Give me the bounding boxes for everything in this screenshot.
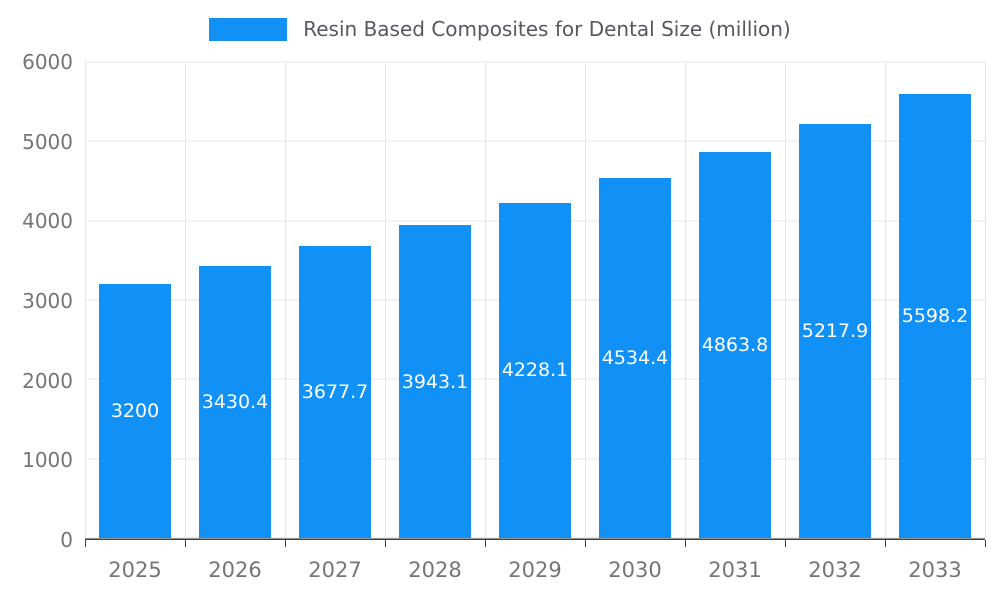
bar-slot: 4534.4	[585, 62, 685, 538]
bar-2033[interactable]: 5598.2	[899, 93, 971, 538]
bar-2026[interactable]: 3430.4	[199, 265, 271, 538]
bar-slot: 4228.1	[485, 62, 585, 538]
y-axis-label: 2000	[22, 368, 73, 393]
bar-value-label: 3677.7	[301, 381, 369, 404]
bar-2029[interactable]: 4228.1	[499, 202, 571, 538]
v-gridline	[885, 62, 886, 538]
bar-2028[interactable]: 3943.1	[399, 225, 471, 538]
legend-swatch	[209, 17, 288, 41]
x-tick-mark	[684, 540, 686, 547]
y-axis-label: 0	[60, 528, 73, 552]
x-axis-label: 2026	[208, 558, 262, 582]
bar-2032[interactable]: 5217.9	[799, 124, 871, 538]
bar-slot: 4863.8	[685, 62, 785, 538]
x-axis-label: 2033	[908, 558, 962, 582]
bar-value-label: 4534.4	[601, 347, 669, 370]
bar-2031[interactable]: 4863.8	[699, 152, 771, 538]
bars: 3200 3430.4 3677.7 3943.1 4228.1 4534.4 4863.8…	[85, 62, 985, 538]
x-axis-label: 2025	[108, 558, 162, 582]
v-gridline	[85, 62, 86, 538]
v-gridline	[785, 62, 786, 538]
x-tick-mark	[185, 540, 186, 547]
v-gridline	[185, 62, 186, 538]
x-axis-label: 2031	[708, 558, 762, 582]
x-axis-label: 2028	[408, 558, 462, 582]
y-axis-label: 6000	[22, 50, 73, 74]
h-gridline	[85, 61, 985, 63]
y-axis-label: 3000	[22, 289, 73, 313]
x-tick-mark	[885, 540, 886, 547]
x-tick-mark	[985, 540, 986, 547]
x-tick-mark	[785, 540, 786, 547]
bar-value-label: 3943.1	[401, 370, 469, 393]
bar-value-label: 4228.1	[501, 359, 569, 382]
x-tick-mark	[485, 540, 486, 547]
x-ticks	[85, 540, 986, 548]
x-axis-label: 2030	[608, 558, 662, 582]
x-tick-mark	[384, 540, 386, 547]
bar-value-label: 5217.9	[801, 320, 869, 343]
v-gridline	[384, 62, 386, 538]
x-tick-mark	[585, 540, 586, 547]
bar-slot: 3677.7	[285, 62, 385, 538]
v-gridline	[285, 62, 286, 538]
v-gridline	[585, 62, 586, 538]
bar-value-label: 4863.8	[701, 334, 769, 357]
x-axis-label: 2029	[508, 558, 562, 582]
bar-slot: 5598.2	[885, 62, 985, 538]
v-gridline	[684, 62, 686, 538]
x-axis-label: 2032	[808, 558, 862, 582]
y-axis-label: 4000	[22, 209, 73, 234]
bar-2025[interactable]: 3200	[99, 284, 171, 538]
bar-value-label: 3430.4	[201, 390, 269, 413]
y-axis-label: 5000	[22, 129, 73, 154]
bar-slot: 3943.1	[385, 62, 485, 538]
x-axis: 2025 2026 2027 2028 2029 2030 2031 2032 2033	[85, 554, 985, 586]
plot-area: 3200 3430.4 3677.7 3943.1 4228.1 4534.4 4863.8…	[85, 61, 986, 540]
y-axis-label: 1000	[22, 448, 73, 473]
bar-2027[interactable]: 3677.7	[299, 246, 371, 538]
bar-slot: 5217.9	[785, 62, 885, 538]
v-gridline	[985, 62, 986, 538]
v-gridline	[485, 62, 486, 538]
x-axis-label: 2027	[308, 558, 362, 582]
bar-2030[interactable]: 4534.4	[599, 178, 671, 538]
legend[interactable]: Resin Based Composites for Dental Size (…	[0, 13, 1000, 45]
h-gridline	[85, 537, 985, 539]
h-gridline	[85, 140, 985, 142]
y-axis: 0 1000 2000 3000 4000 5000 6000	[0, 50, 73, 552]
chart-title: Resin Based Composites for Dental Size (…	[303, 17, 791, 41]
bar-value-label: 3200	[110, 400, 160, 423]
x-tick-mark	[285, 540, 286, 547]
bar-slot: 3200	[85, 62, 185, 538]
bar-slot: 3430.4	[185, 62, 285, 538]
x-tick-mark	[85, 540, 86, 547]
bar-value-label: 5598.2	[901, 304, 969, 327]
